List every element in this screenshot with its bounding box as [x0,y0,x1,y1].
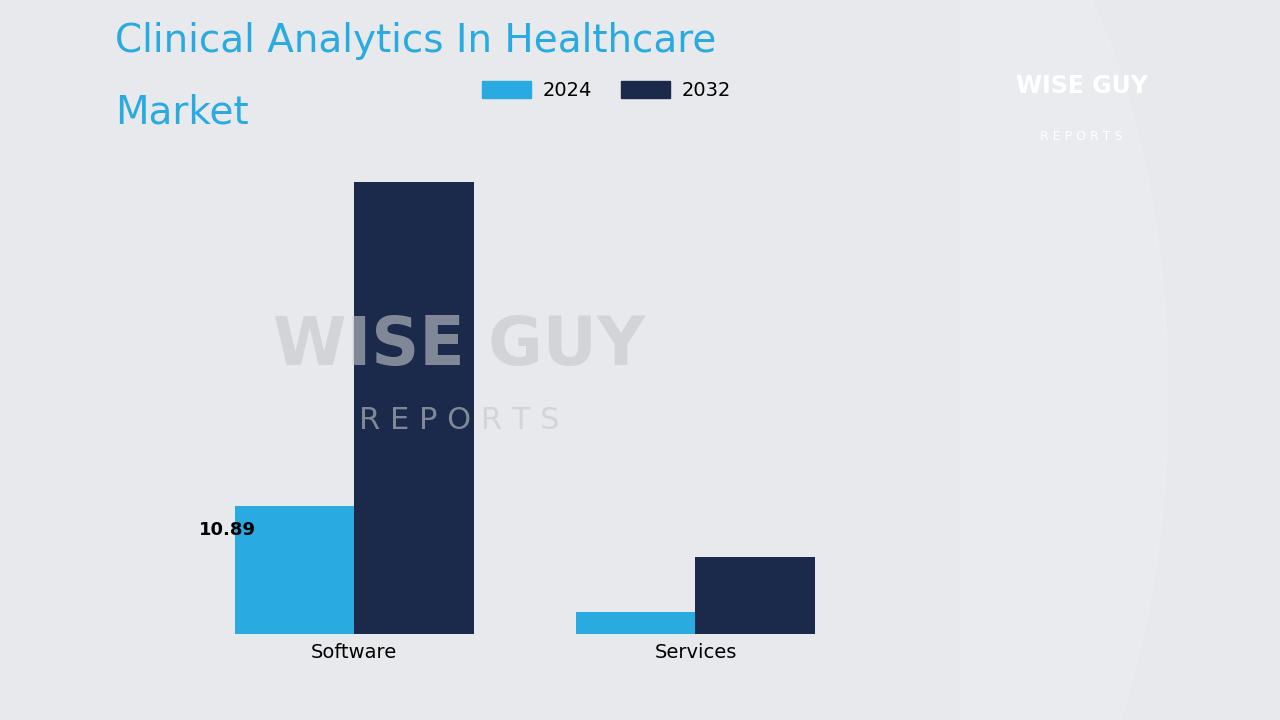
Legend: 2024, 2032: 2024, 2032 [475,73,739,108]
Bar [576,613,695,634]
Text: Market: Market [115,94,248,132]
Text: WISE GUY: WISE GUY [273,313,645,379]
Bar [355,182,474,634]
Text: WISE GUY: WISE GUY [1015,74,1148,99]
Bar [695,557,815,634]
Text: R E P O R T S: R E P O R T S [1041,130,1123,143]
Bar [234,506,355,634]
Circle shape [689,0,1169,720]
Text: R E P O R T S: R E P O R T S [358,406,559,435]
Text: 10.89: 10.89 [198,521,256,539]
Text: Clinical Analytics In Healthcare: Clinical Analytics In Healthcare [115,22,717,60]
